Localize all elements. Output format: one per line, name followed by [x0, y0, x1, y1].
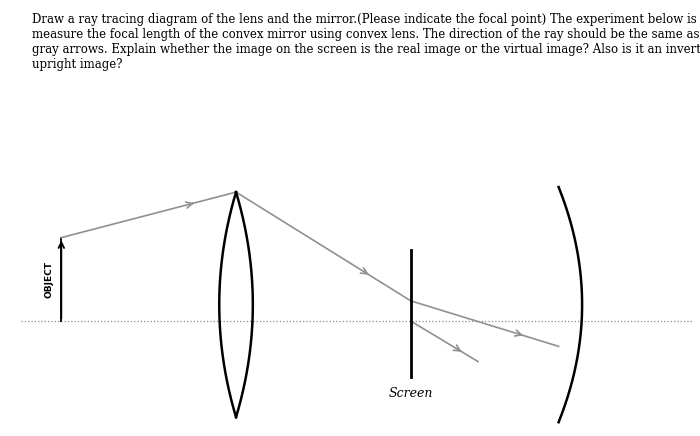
Text: Draw a ray tracing diagram of the lens and the mirror.(Please indicate the focal: Draw a ray tracing diagram of the lens a… — [32, 13, 700, 71]
Text: OBJECT: OBJECT — [45, 261, 54, 298]
Text: Screen: Screen — [389, 387, 433, 400]
